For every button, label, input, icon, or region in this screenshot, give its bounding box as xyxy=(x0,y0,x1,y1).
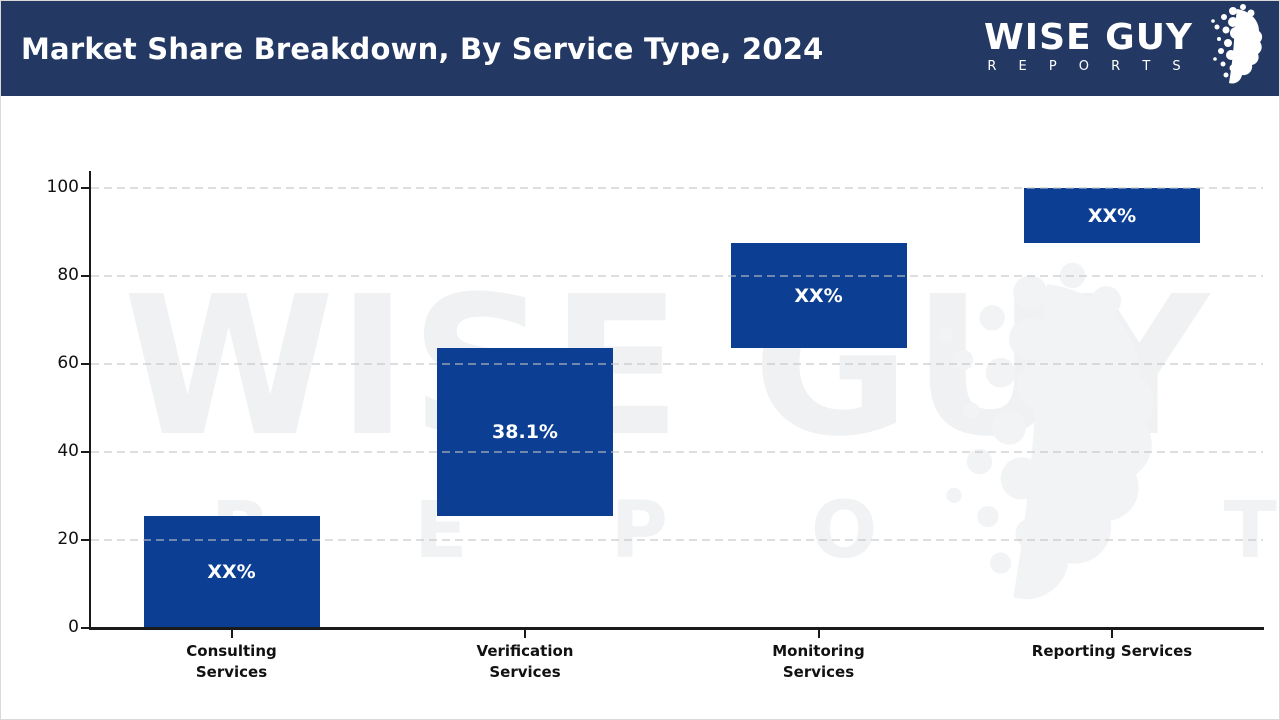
y-tick-label: 0 xyxy=(68,617,79,637)
header-banner: Market Share Breakdown, By Service Type,… xyxy=(1,1,1279,96)
y-tick-mark xyxy=(81,363,90,365)
waterfall-chart: 0 20 40 60 80 100 XX% 38.1% XX% XX% Consulting Se… xyxy=(1,96,1279,719)
y-tick-label: 100 xyxy=(46,177,79,197)
watermark-dotted-head-icon xyxy=(938,262,1154,600)
watermark: WISE GUY R E P O R T S xyxy=(1,96,1279,719)
bar-value-label: XX% xyxy=(1087,204,1137,227)
bar-monitoring-services xyxy=(730,243,907,349)
x-tick-label: Reporting Services xyxy=(1031,642,1193,660)
dotted-head-icon xyxy=(1211,4,1263,84)
gridline xyxy=(91,539,1263,541)
bar-value-label: XX% xyxy=(207,560,256,583)
y-tick-label: 60 xyxy=(57,353,79,373)
brand-logo-wordmark: WISE GUY xyxy=(983,17,1193,58)
y-tick-mark xyxy=(81,275,90,277)
x-tick-mark xyxy=(524,630,526,638)
bar-consulting-services xyxy=(143,515,320,628)
x-tick-label: Verification Services xyxy=(476,642,574,681)
x-axis-spine xyxy=(89,627,1264,630)
y-tick-label: 80 xyxy=(57,265,79,285)
brand-logo: WISE GUY R E P O R T S xyxy=(984,1,1273,96)
bar-verification-services xyxy=(437,348,613,516)
page-title: Market Share Breakdown, By Service Type,… xyxy=(21,31,824,66)
x-tick-mark xyxy=(817,630,820,638)
y-tick-label: 20 xyxy=(57,529,79,549)
x-tick-mark xyxy=(230,630,233,638)
x-tick-mark xyxy=(1111,630,1113,638)
gridline xyxy=(91,187,1263,189)
brand-logo-subtext: R E P O R T S xyxy=(987,59,1190,74)
x-tick-label: Monitoring Services xyxy=(772,642,865,681)
y-tick-mark xyxy=(81,451,90,453)
gridline xyxy=(91,451,1263,453)
y-tick-mark xyxy=(81,627,90,629)
y-tick-mark xyxy=(81,187,90,189)
y-tick-mark xyxy=(81,539,90,541)
brand-logo-text: WISE GUY R E P O R T S xyxy=(983,17,1193,75)
bar-value-label: XX% xyxy=(794,284,843,307)
y-axis-spine xyxy=(89,171,91,630)
bar-reporting-services xyxy=(1024,188,1200,243)
y-tick-label: 40 xyxy=(57,441,79,461)
gridline xyxy=(91,363,1263,365)
x-tick-label: Consulting Services xyxy=(186,642,277,681)
bar-value-label: 38.1% xyxy=(492,420,558,443)
gridline xyxy=(91,275,1263,277)
